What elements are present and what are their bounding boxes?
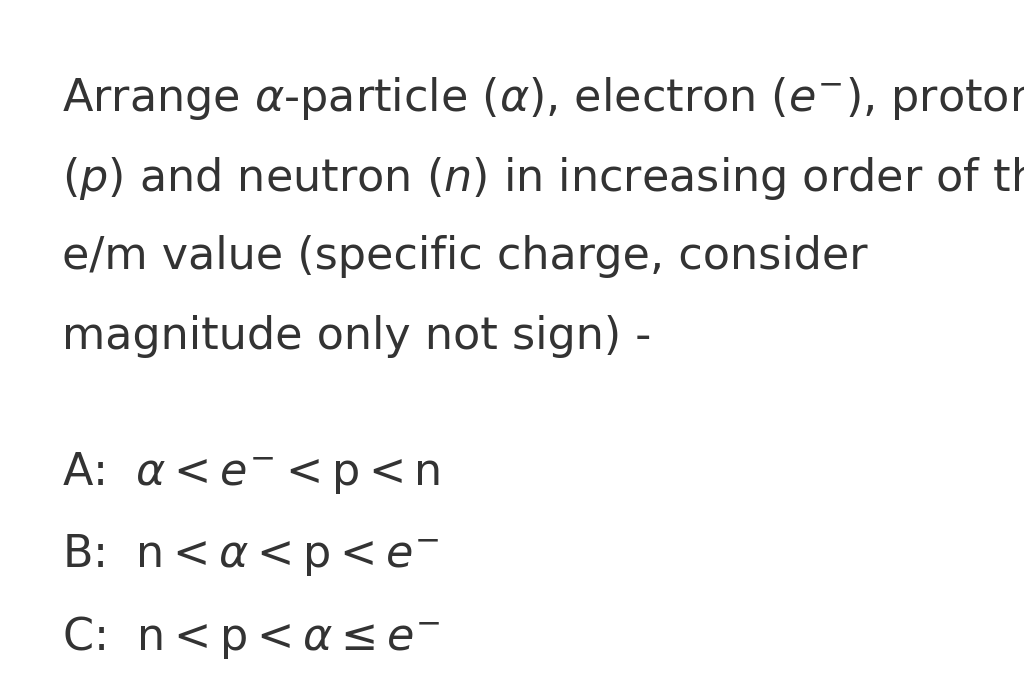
Text: magnitude only not sign) -: magnitude only not sign) - <box>62 315 651 358</box>
Text: $(p)$ and neutron $(n)$ in increasing order of their: $(p)$ and neutron $(n)$ in increasing or… <box>62 155 1024 202</box>
Text: A:  $\alpha < e^{-} < \mathrm{p} < \mathrm{n}$: A: $\alpha < e^{-} < \mathrm{p} < \mathr… <box>62 450 440 496</box>
Text: C:  $\mathrm{n} < \mathrm{p} < \alpha \leq e^{-}$: C: $\mathrm{n} < \mathrm{p} < \alpha \le… <box>62 614 440 661</box>
Text: B:  $\mathrm{n} < \alpha < \mathrm{p} < e^{-}$: B: $\mathrm{n} < \alpha < \mathrm{p} < e… <box>62 532 439 578</box>
Text: e/m value (specific charge, consider: e/m value (specific charge, consider <box>62 235 867 278</box>
Text: Arrange $\alpha$-particle $(\alpha)$, electron $(e^{-})$, proton: Arrange $\alpha$-particle $(\alpha)$, el… <box>62 75 1024 122</box>
